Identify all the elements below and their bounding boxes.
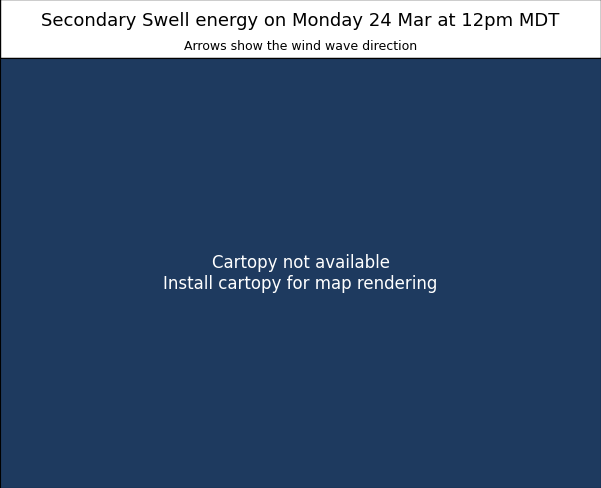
Text: Secondary Swell energy on Monday 24 Mar at 12pm MDT: Secondary Swell energy on Monday 24 Mar … <box>41 12 560 29</box>
Text: Arrows show the wind wave direction: Arrows show the wind wave direction <box>184 41 417 53</box>
Text: Cartopy not available
Install cartopy for map rendering: Cartopy not available Install cartopy fo… <box>163 254 438 293</box>
